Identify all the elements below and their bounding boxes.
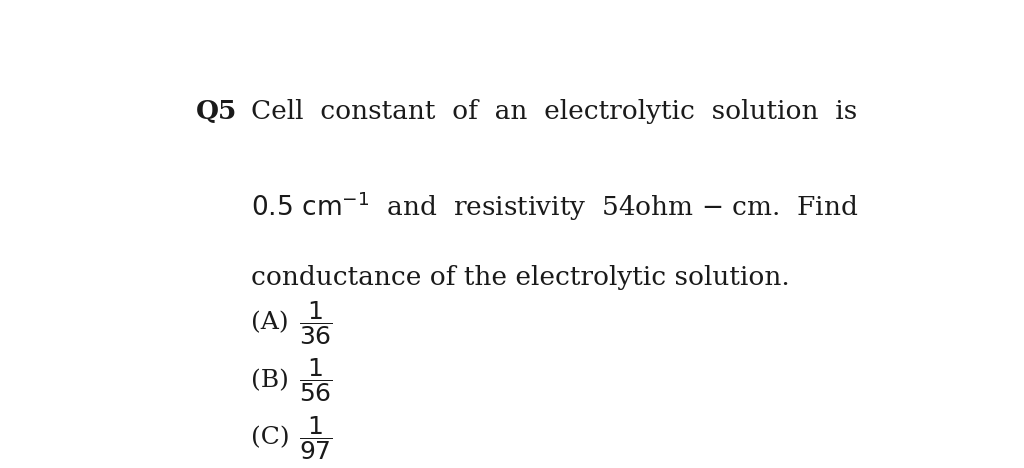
Text: (A): (A) [251,311,289,334]
Text: $\dfrac{1}{97}$: $\dfrac{1}{97}$ [299,414,333,462]
Text: Q5: Q5 [196,99,237,124]
Text: $\dfrac{1}{36}$: $\dfrac{1}{36}$ [299,299,333,347]
Text: (B): (B) [251,369,289,392]
Text: $\dfrac{1}{56}$: $\dfrac{1}{56}$ [299,357,333,404]
Text: conductance of the electrolytic solution.: conductance of the electrolytic solution… [251,265,790,290]
Text: (C): (C) [251,427,290,450]
Text: $0.5\ \mathrm{cm}^{-1}$  and  resistivity  54ohm $-$ cm.  Find: $0.5\ \mathrm{cm}^{-1}$ and resistivity … [251,190,858,223]
Text: Cell  constant  of  an  electrolytic  solution  is: Cell constant of an electrolytic solutio… [251,99,857,124]
